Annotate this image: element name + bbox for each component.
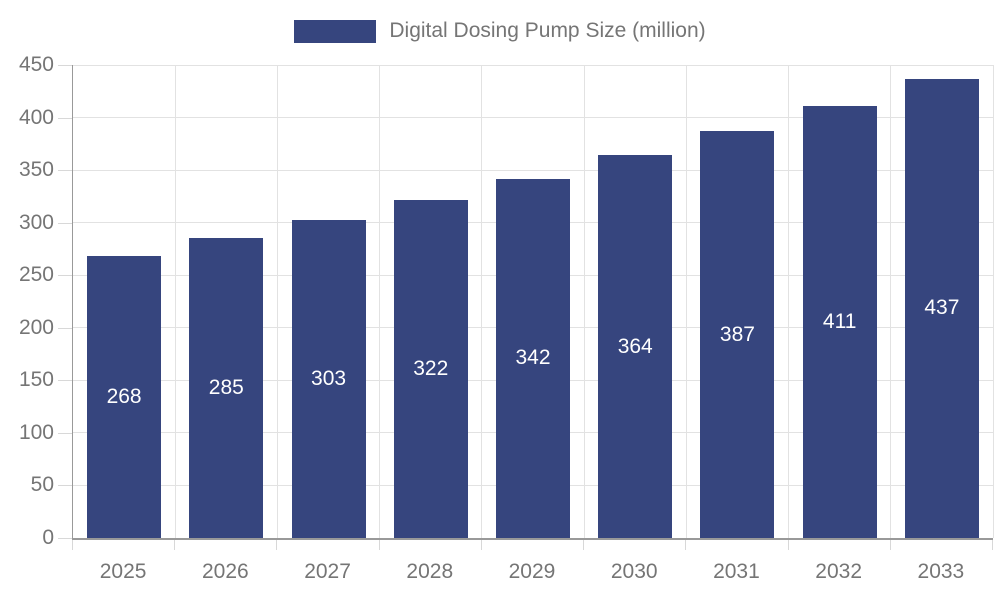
- bar[interactable]: 342: [496, 178, 570, 538]
- x-axis-tick-label: 2030: [610, 560, 658, 583]
- x-axis-tick-label: 2029: [508, 560, 556, 583]
- x-gridline: [890, 65, 892, 538]
- y-gridline: [73, 64, 993, 66]
- bar[interactable]: 364: [598, 155, 673, 538]
- x-gridline: [685, 65, 687, 538]
- x-gridline: [481, 65, 483, 538]
- y-axis-tick-label: 0: [42, 526, 54, 549]
- bar-value-label: 364: [617, 334, 653, 358]
- y-axis-tick: [58, 380, 72, 382]
- y-axis-tick: [58, 327, 72, 329]
- x-axis-tick: [480, 540, 482, 550]
- y-axis-tick-label: 250: [18, 263, 54, 287]
- x-gridline: [992, 65, 994, 538]
- y-axis-tick-label: 450: [18, 53, 54, 76]
- y-gridline: [73, 169, 993, 171]
- x-axis-tick: [174, 540, 176, 550]
- y-axis-tick-label: 400: [18, 105, 54, 129]
- y-axis-tick: [58, 485, 72, 487]
- x-axis-tick-label: 2025: [99, 560, 147, 583]
- x-axis-tick-label: 2032: [815, 560, 863, 583]
- x-gridline: [583, 65, 585, 538]
- y-axis-tick-label: 350: [18, 158, 54, 182]
- x-gridline: [276, 65, 278, 538]
- bar[interactable]: 322: [393, 199, 468, 538]
- y-axis-tick-label: 150: [18, 368, 54, 392]
- bar[interactable]: 411: [802, 106, 877, 538]
- bar-value-label: 342: [515, 346, 551, 370]
- y-axis-tick: [58, 117, 72, 119]
- bar[interactable]: 387: [700, 131, 775, 538]
- y-axis-tick: [58, 65, 72, 66]
- bar-value-label: 322: [413, 356, 449, 380]
- bar-value-label: 285: [208, 376, 244, 400]
- legend-label: Digital Dosing Pump Size (million): [389, 19, 706, 42]
- y-axis-tick: [58, 275, 72, 277]
- x-axis-tick: [685, 540, 687, 550]
- plot-area: 268 285 303 322 342 364 387 411 437: [72, 64, 994, 540]
- x-axis-tick: [276, 540, 278, 550]
- bar-value-label: 303: [311, 366, 347, 390]
- bar[interactable]: 303: [291, 219, 366, 538]
- bar[interactable]: 285: [189, 238, 264, 538]
- legend-swatch: [294, 19, 377, 43]
- x-gridline: [379, 65, 381, 538]
- y-axis-tick-label: 200: [18, 315, 54, 339]
- x-axis-tick: [889, 540, 891, 550]
- x-gridline: [174, 65, 176, 538]
- y-gridline: [73, 117, 993, 119]
- y-axis-tick: [58, 432, 72, 434]
- x-axis-tick-label: 2033: [917, 560, 965, 583]
- x-axis-tick-label: 2028: [406, 560, 454, 583]
- x-axis-tick-label: 2031: [713, 560, 760, 583]
- x-axis-tick: [72, 540, 73, 550]
- bar-value-label: 268: [106, 385, 142, 409]
- x-axis-tick: [787, 540, 789, 550]
- y-axis-tick: [58, 170, 72, 172]
- y-axis-tick-label: 100: [18, 420, 54, 444]
- legend[interactable]: Digital Dosing Pump Size (million): [0, 19, 1000, 43]
- y-axis-tick: [58, 222, 72, 224]
- bar-value-label: 411: [822, 310, 857, 333]
- x-axis-tick: [378, 540, 380, 550]
- x-axis-tick-label: 2026: [201, 560, 249, 583]
- y-axis-tick: [58, 538, 72, 539]
- x-axis-tick-label: 2027: [304, 560, 351, 583]
- bar[interactable]: 437: [904, 78, 979, 538]
- x-gridline: [788, 65, 790, 538]
- bar[interactable]: 268: [87, 256, 162, 538]
- y-axis-tick-label: 50: [30, 473, 54, 497]
- bar-value-label: 437: [924, 296, 960, 320]
- bar-value-label: 387: [719, 322, 755, 346]
- x-axis-tick: [583, 540, 585, 550]
- y-axis-tick-label: 300: [18, 210, 54, 234]
- x-axis-tick: [992, 540, 993, 550]
